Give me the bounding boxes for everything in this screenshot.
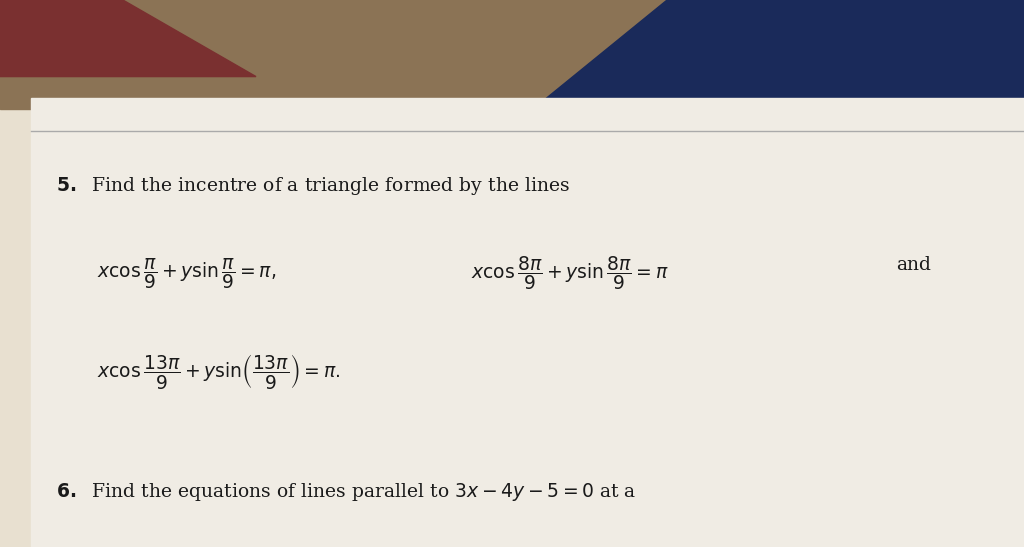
Text: $\mathbf{6.}$  Find the equations of lines parallel to $3x-4y-5=0$ at a: $\mathbf{6.}$ Find the equations of line… bbox=[56, 481, 637, 503]
Text: $\mathbf{5.}$  Find the incentre of a triangle formed by the lines: $\mathbf{5.}$ Find the incentre of a tri… bbox=[56, 175, 570, 197]
Bar bbox=[0, 0, 1024, 109]
Text: $x\cos\dfrac{\pi}{9}+y\sin\dfrac{\pi}{9}=\pi,$: $x\cos\dfrac{\pi}{9}+y\sin\dfrac{\pi}{9}… bbox=[97, 256, 276, 291]
Text: $x\cos\dfrac{8\pi}{9}+y\sin\dfrac{8\pi}{9}=\pi$: $x\cos\dfrac{8\pi}{9}+y\sin\dfrac{8\pi}{… bbox=[471, 254, 669, 293]
Polygon shape bbox=[532, 0, 1024, 109]
Polygon shape bbox=[0, 0, 256, 77]
Text: $x\cos\dfrac{13\pi}{9}+y\sin\!\left(\dfrac{13\pi}{9}\right)=\pi.$: $x\cos\dfrac{13\pi}{9}+y\sin\!\left(\dfr… bbox=[97, 352, 341, 392]
Text: and: and bbox=[896, 257, 931, 274]
Bar bbox=[31, 98, 1024, 547]
